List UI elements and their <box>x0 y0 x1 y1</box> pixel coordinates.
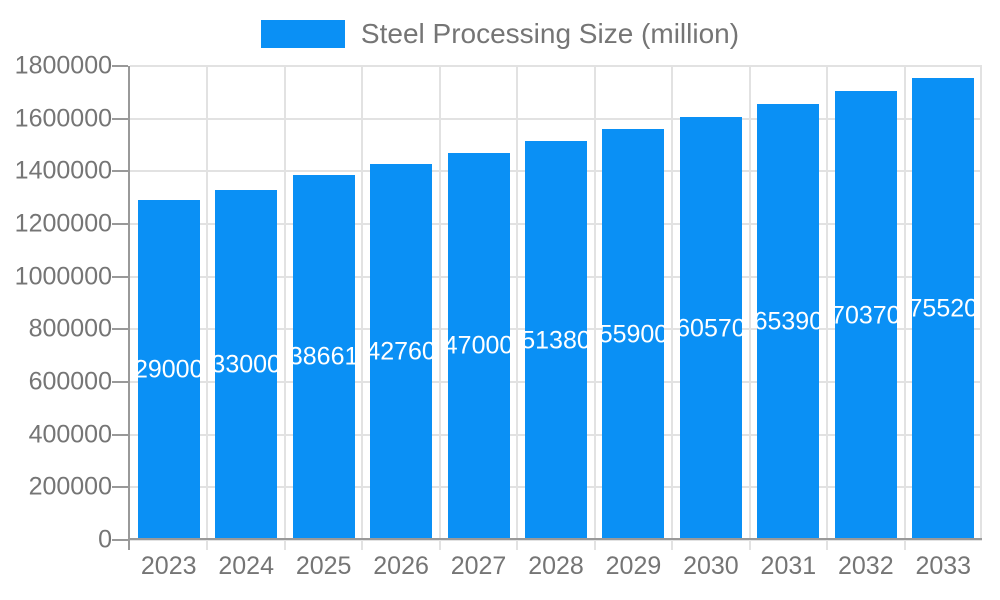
bar-2026[interactable]: 1427600 <box>370 164 433 540</box>
bar-value-label: 1290000 <box>137 355 200 384</box>
bar-value-label: 1386612 <box>292 342 355 371</box>
x-tick-label: 2026 <box>373 552 429 580</box>
y-tick <box>112 433 128 436</box>
grid-line-v <box>826 66 829 540</box>
x-tick <box>283 540 286 550</box>
y-tick <box>112 65 128 67</box>
bar-2028[interactable]: 1513800 <box>525 141 587 540</box>
x-tick <box>206 540 209 550</box>
x-tick-label: 2027 <box>450 552 507 580</box>
grid-line-v <box>438 66 441 540</box>
x-tick <box>748 540 751 550</box>
grid-line-v <box>206 66 209 540</box>
y-tick-label: 200000 <box>28 472 112 501</box>
legend-label: Steel Processing Size (million) <box>360 18 740 49</box>
legend-swatch <box>260 20 345 48</box>
y-tick-label: 0 <box>98 525 112 554</box>
plot-area: 1290000 1330000 1386612 1427600 1470000 15138… <box>130 65 982 541</box>
x-tick-label: 2025 <box>295 552 352 580</box>
x-tick <box>361 540 364 550</box>
bar-value-label: 1653900 <box>757 307 820 336</box>
x-axis-line <box>128 538 982 540</box>
grid-line-v <box>283 66 286 540</box>
y-axis-line <box>128 66 130 550</box>
y-tick <box>112 539 128 541</box>
x-tick <box>593 540 596 550</box>
y-tick-label: 1800000 <box>14 51 112 80</box>
bar-2024[interactable]: 1330000 <box>215 189 278 540</box>
bar-value-label: 1470000 <box>447 331 510 360</box>
x-tick-label: 2033 <box>915 552 972 580</box>
bar-2029[interactable]: 1559000 <box>602 129 665 540</box>
x-tick-label: 2031 <box>760 552 817 580</box>
legend: Steel Processing Size (million) <box>0 18 1000 50</box>
grid-line-v <box>516 66 519 540</box>
x-tick-label: 2023 <box>140 552 197 580</box>
grid-line-h <box>130 65 982 67</box>
bar-value-label: 1427600 <box>370 337 433 366</box>
y-tick <box>112 170 128 173</box>
bar-value-label: 1605700 <box>679 314 742 343</box>
x-tick-label: 2024 <box>218 552 274 580</box>
x-tick <box>903 540 906 550</box>
x-tick <box>671 540 674 550</box>
y-tick <box>112 223 128 225</box>
y-tick <box>112 275 128 278</box>
bar-2030[interactable]: 1605700 <box>679 117 742 540</box>
bar-2033[interactable]: 1755200 <box>912 77 975 540</box>
y-tick-label: 600000 <box>28 367 112 396</box>
bar-value-label: 1703700 <box>834 301 897 330</box>
grid-line-v <box>748 66 751 540</box>
y-tick-label: 1200000 <box>14 209 112 238</box>
grid-line-v <box>593 66 596 540</box>
bar-2032[interactable]: 1703700 <box>834 91 897 540</box>
x-tick <box>438 540 441 550</box>
grid-line-v <box>671 66 674 540</box>
x-tick <box>826 540 829 550</box>
x-tick-label: 2029 <box>605 552 662 580</box>
bar-2023[interactable]: 1290000 <box>137 200 200 540</box>
bar-2027[interactable]: 1470000 <box>447 152 510 540</box>
y-tick-label: 1600000 <box>14 104 112 133</box>
grid-line-v <box>903 66 906 540</box>
y-tick-label: 1400000 <box>14 156 112 185</box>
grid-line-h <box>130 117 982 120</box>
y-tick <box>112 117 128 120</box>
x-tick <box>516 540 519 550</box>
bar-value-label: 1330000 <box>215 350 278 379</box>
bar-value-label: 1513800 <box>525 326 587 355</box>
x-tick-label: 2032 <box>838 552 894 580</box>
bar-2031[interactable]: 1653900 <box>757 104 820 540</box>
y-tick <box>112 486 128 489</box>
bar-value-label: 1559000 <box>602 320 665 349</box>
y-tick <box>112 328 128 331</box>
y-tick-label: 800000 <box>28 314 112 343</box>
bar-value-label: 1755200 <box>912 294 975 323</box>
grid-line-h <box>130 539 982 541</box>
x-tick-label: 2030 <box>683 552 739 580</box>
y-tick <box>112 381 128 383</box>
grid-line-v <box>980 66 982 540</box>
y-tick-label: 1000000 <box>14 262 112 291</box>
y-tick-label: 400000 <box>28 420 112 449</box>
grid-line-v <box>361 66 364 540</box>
x-tick-label: 2028 <box>528 552 584 580</box>
bar-2025[interactable]: 1386612 <box>292 174 355 540</box>
